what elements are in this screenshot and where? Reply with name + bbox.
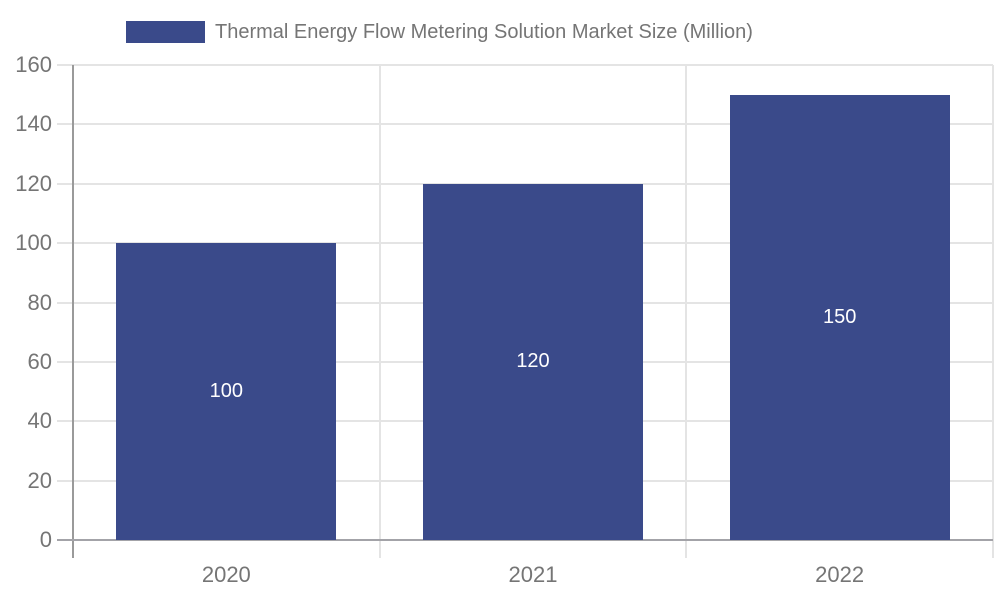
y-axis-tick-label: 120 (15, 170, 52, 196)
y-axis-tick-label: 60 (27, 348, 52, 374)
category-boundary-line (992, 65, 994, 558)
y-axis-tick-label: 140 (15, 111, 52, 137)
category-boundary-line (378, 65, 381, 558)
x-axis-tick-label-2022: 2022 (815, 562, 865, 587)
bar-value-label-2020: 100 (209, 380, 244, 403)
bar-value-label-2021: 120 (516, 350, 550, 373)
chart-legend: Thermal Energy Flow Metering Solution Ma… (126, 21, 753, 43)
x-axis-tick-label-2020: 2020 (201, 562, 251, 587)
bar-2021: 120 (423, 183, 643, 540)
x-axis-line (57, 539, 993, 541)
x-axis-tick-label-2021: 2021 (508, 562, 558, 587)
y-axis-tick-label: 80 (27, 289, 52, 315)
y-axis-tick-label: 160 (15, 52, 52, 77)
bar-2022: 150 (729, 94, 950, 540)
legend-swatch-icon (126, 21, 205, 43)
y-axis-tick-label: 20 (27, 467, 52, 493)
y-axis-tick-label: 40 (27, 408, 52, 434)
y-axis-tick-label: 100 (15, 230, 52, 256)
bar-2020: 100 (116, 243, 337, 540)
y-gridline (57, 64, 993, 66)
legend-series-label: Thermal Energy Flow Metering Solution Ma… (215, 20, 753, 43)
category-boundary-line (685, 65, 688, 558)
y-axis-line (72, 65, 74, 558)
bar-value-label-2022: 150 (822, 305, 857, 328)
y-axis-tick-label: 0 (39, 527, 52, 552)
y-gridline (57, 123, 993, 126)
